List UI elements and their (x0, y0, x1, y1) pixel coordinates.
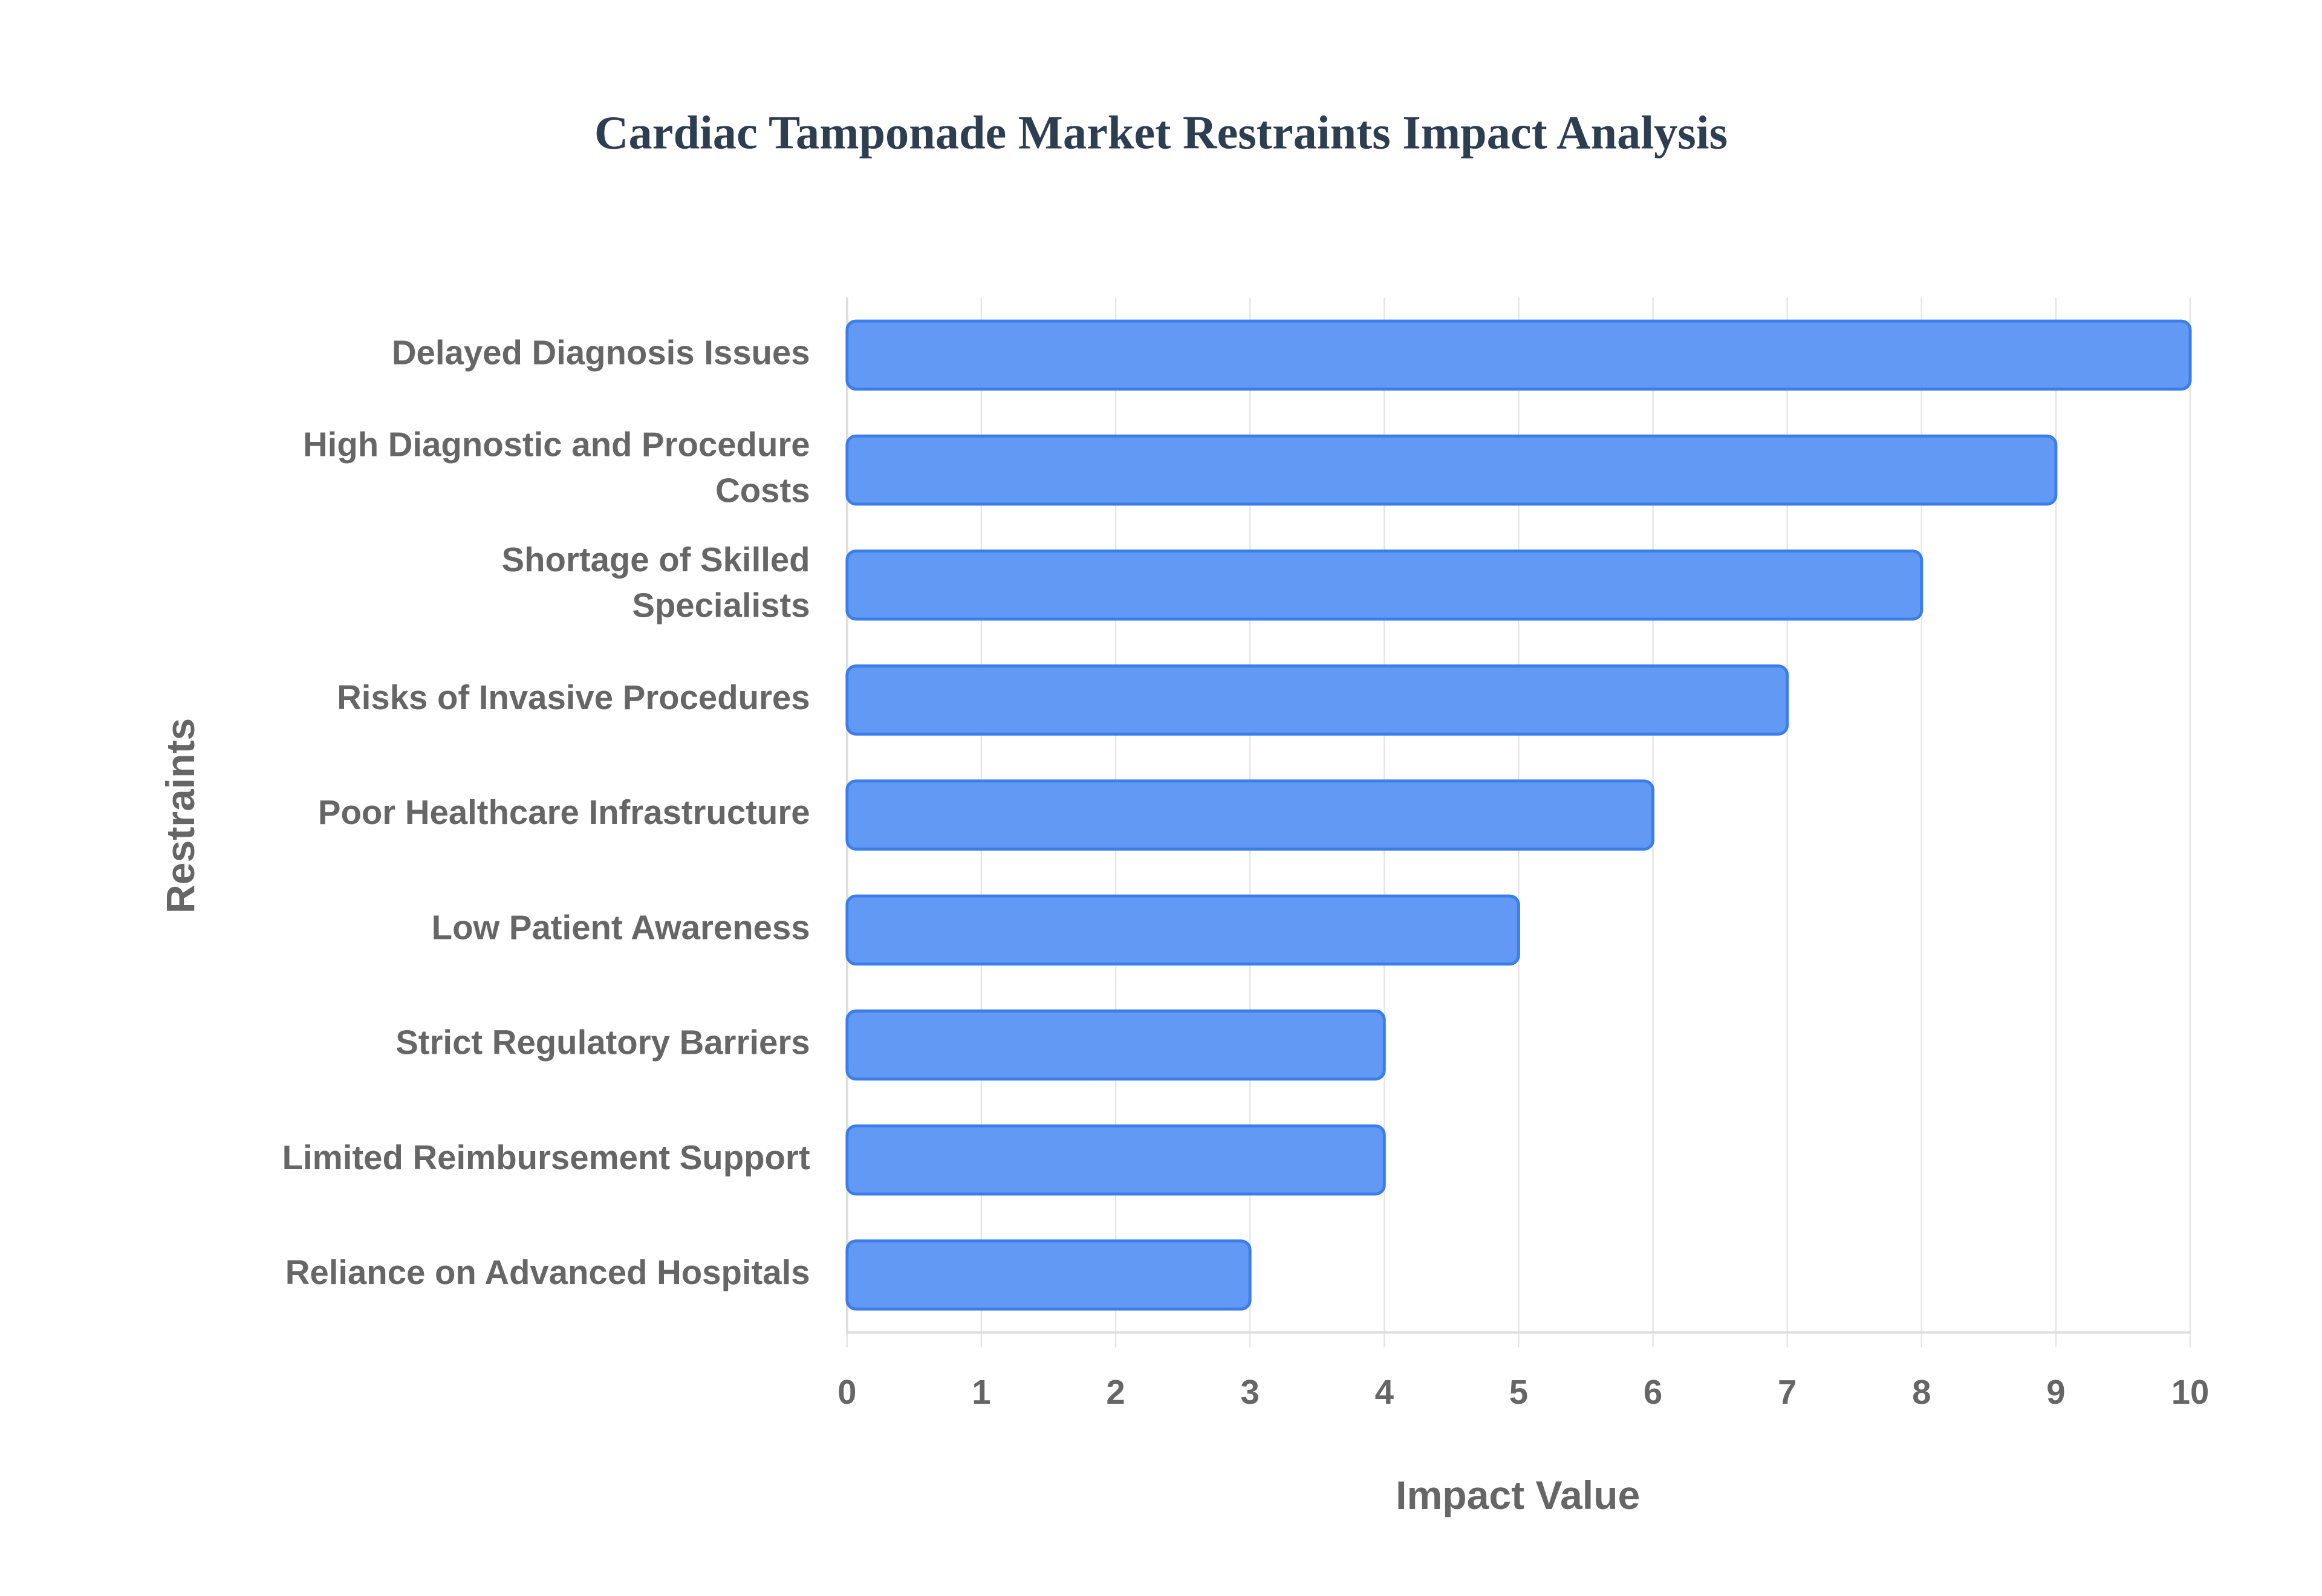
y-tick-label-line: Reliance on Advanced Hospitals (285, 1253, 810, 1291)
y-tick-label: Risks of Invasive Procedures (337, 678, 810, 716)
bar (845, 779, 1655, 851)
x-tick-label: 1 (972, 1373, 990, 1411)
x-tick-label: 6 (1644, 1373, 1662, 1411)
x-tick-label: 7 (1778, 1373, 1797, 1411)
bar (845, 1239, 1252, 1311)
y-tick-label: Low Patient Awareness (432, 908, 810, 946)
y-tick-label: Limited Reimbursement Support (282, 1138, 810, 1176)
y-tick-label-line: Low Patient Awareness (432, 908, 810, 946)
bar (845, 319, 2192, 391)
y-tick-label: Delayed Diagnosis Issues (392, 333, 810, 371)
x-tick-label: 0 (837, 1373, 856, 1411)
bar (845, 434, 2058, 506)
y-tick-label-line: Specialists (632, 586, 810, 624)
bar (845, 549, 1924, 621)
y-tick-label: Poor Healthcare Infrastructure (318, 793, 810, 831)
y-tick-label-line: Costs (715, 471, 810, 509)
x-tick-label: 5 (1509, 1373, 1528, 1411)
y-tick-label-line: Limited Reimbursement Support (282, 1138, 810, 1176)
bar (845, 664, 1789, 736)
y-tick-label-line: Delayed Diagnosis Issues (392, 333, 810, 371)
y-tick-label-line: High Diagnostic and Procedure (303, 425, 810, 463)
x-tick-label: 3 (1241, 1373, 1260, 1411)
y-tick-label: High Diagnostic and Procedure Costs (303, 425, 810, 509)
bar (845, 894, 1520, 966)
bar (845, 1124, 1386, 1196)
y-tick-label-line: Strict Regulatory Barriers (395, 1023, 810, 1061)
x-tick-label: 10 (2171, 1373, 2210, 1411)
y-tick-label-line: Shortage of Skilled (502, 540, 810, 579)
x-tick-label: 4 (1375, 1373, 1394, 1411)
y-tick-label-line: Poor Healthcare Infrastructure (318, 793, 810, 831)
chart-title: Cardiac Tamponade Market Restraints Impa… (594, 106, 1728, 159)
bar (845, 1009, 1386, 1081)
x-tick-label: 2 (1106, 1373, 1125, 1411)
y-axis-title: Restraints (158, 718, 203, 913)
y-tick-label: Shortage of Skilled Specialists (502, 540, 810, 624)
y-tick-label: Strict Regulatory Barriers (395, 1023, 810, 1061)
y-tick-label: Reliance on Advanced Hospitals (285, 1253, 810, 1291)
x-tick-label: 8 (1912, 1373, 1931, 1411)
x-tick-label: 9 (2046, 1373, 2065, 1411)
y-tick-label-line: Risks of Invasive Procedures (337, 678, 810, 716)
x-axis-title: Impact Value (1396, 1473, 1640, 1518)
